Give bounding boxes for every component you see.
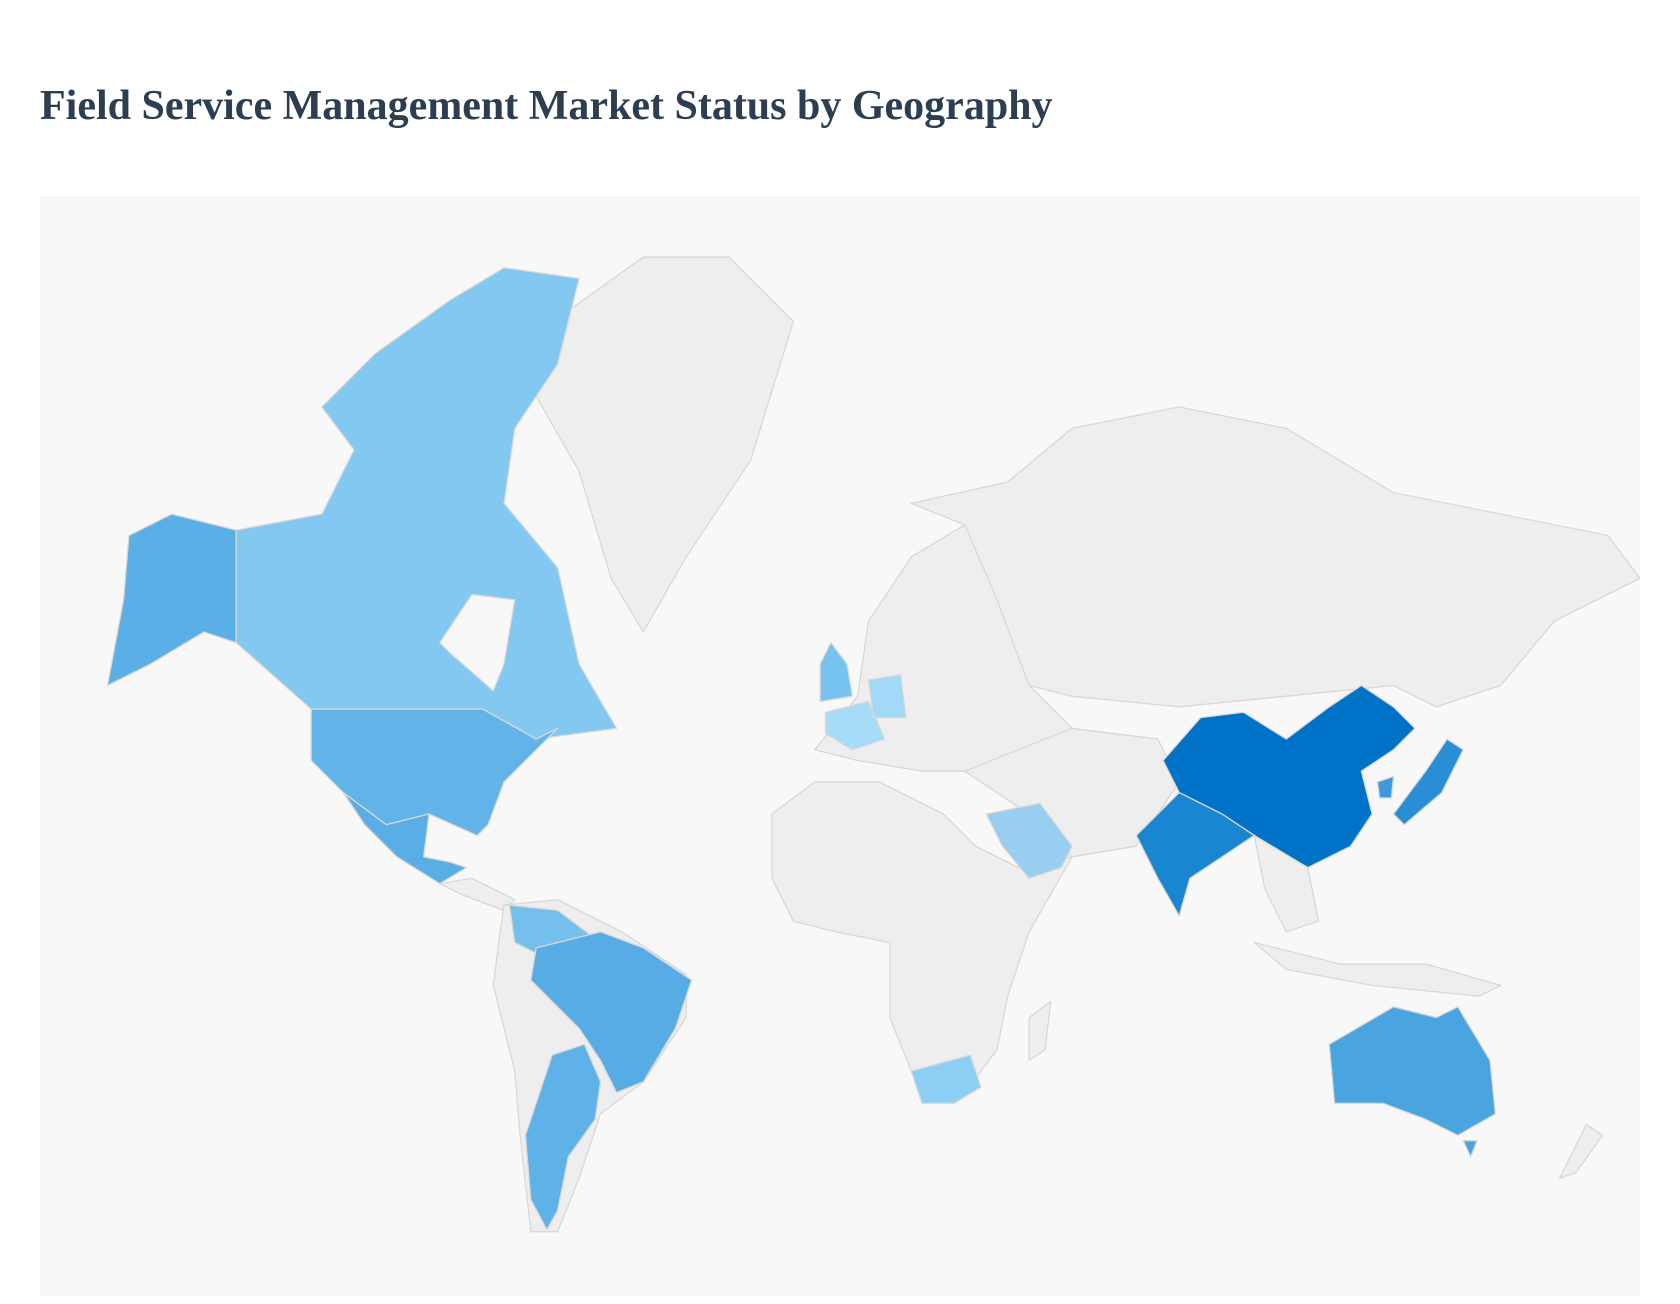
south-korea: [1376, 775, 1395, 799]
india: [1135, 791, 1255, 917]
countries: [106, 256, 1640, 1233]
mexico: [342, 791, 468, 885]
alaska: [106, 513, 237, 687]
australia: [1328, 1006, 1496, 1136]
madagascar: [1028, 1000, 1052, 1062]
southeast-asia: [1253, 834, 1320, 933]
page-title: Field Service Management Market Status b…: [40, 83, 1053, 129]
new-zealand: [1558, 1123, 1604, 1179]
africa: [771, 781, 1073, 1104]
france: [824, 700, 886, 751]
saudi-arabia: [985, 802, 1073, 879]
brazil: [530, 931, 693, 1094]
russia: [910, 406, 1640, 708]
japan: [1392, 738, 1464, 826]
germany: [867, 674, 907, 719]
hudson-bay: [439, 593, 516, 692]
greenland: [535, 256, 795, 633]
south-africa: [910, 1054, 982, 1104]
tasmania: [1462, 1140, 1478, 1158]
argentina: [524, 1043, 602, 1231]
united-kingdom: [819, 641, 853, 703]
indonesia: [1253, 941, 1502, 997]
world-map: [40, 196, 1640, 1296]
united-states: [310, 708, 559, 837]
canada: [235, 267, 618, 740]
